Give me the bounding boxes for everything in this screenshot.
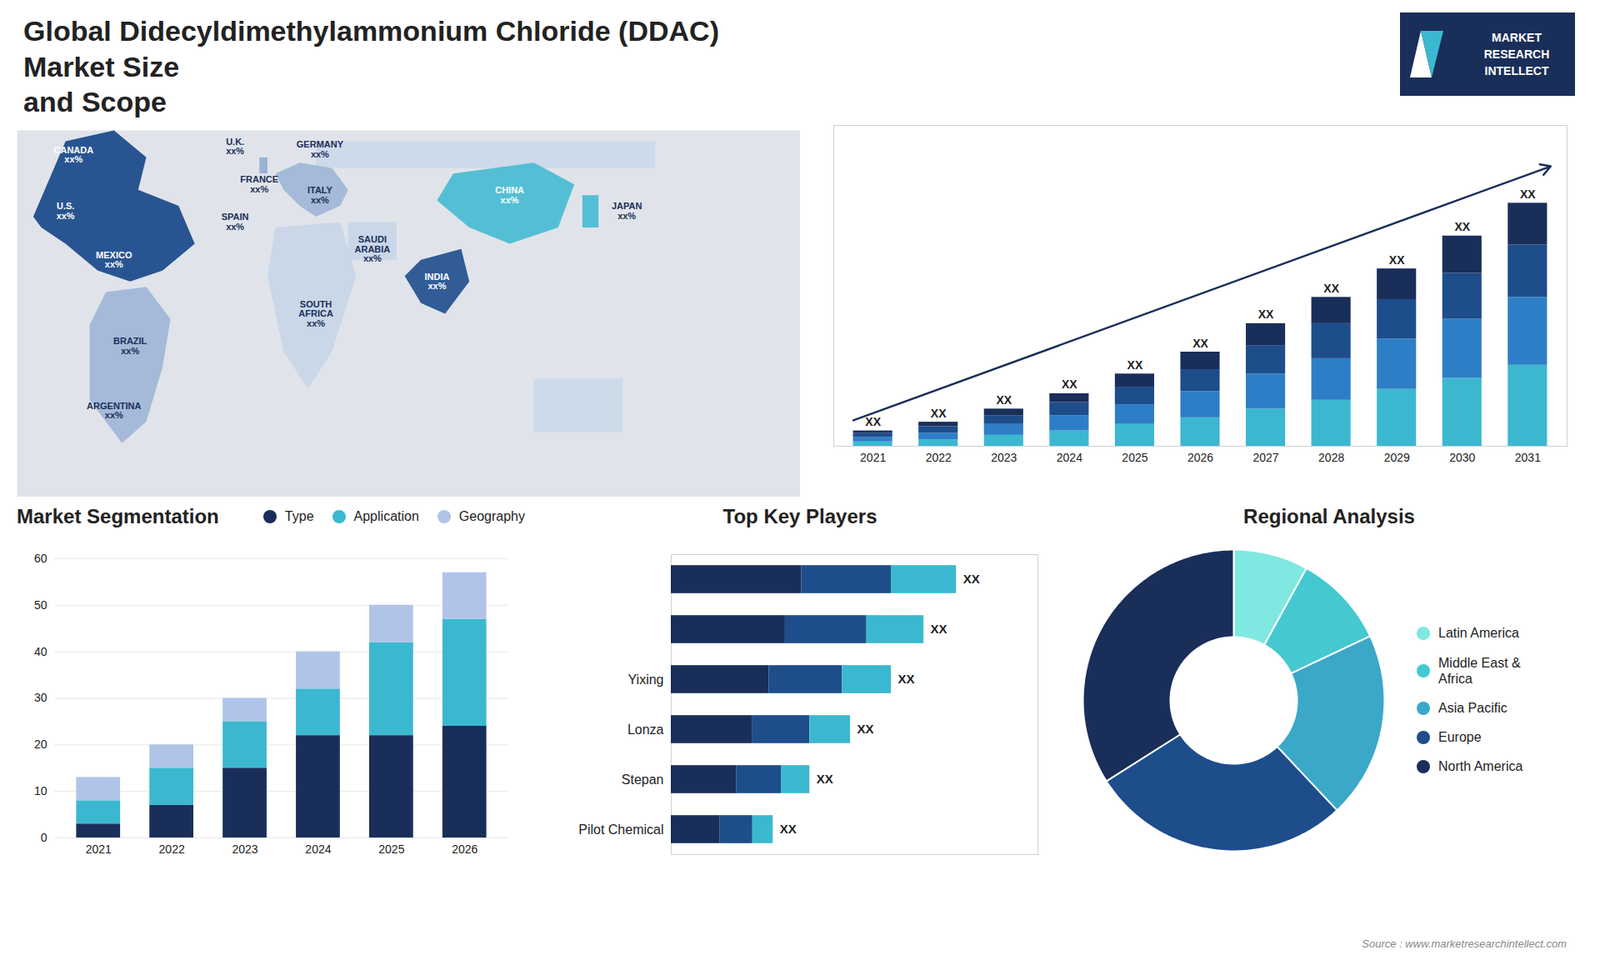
svg-text:FRANCExx%: FRANCExx%	[240, 174, 279, 195]
svg-text:2024: 2024	[305, 842, 331, 856]
svg-text:XX: XX	[930, 406, 947, 420]
svg-text:2022: 2022	[159, 842, 185, 856]
html-text:MARKET RESEARCH INTELLECT: MARKET RESEARCH INTELLECT	[1483, 30, 1550, 78]
svg-text:MEXICOxx%: MEXICOxx%	[95, 249, 133, 270]
svg-text:0: 0	[40, 830, 48, 845]
svg-text:GERMANYxx%: GERMANYxx%	[296, 139, 345, 160]
svg-text:2023: 2023	[231, 842, 258, 856]
svg-text:2021: 2021	[85, 842, 112, 856]
svg-text:Lonza: Lonza	[627, 722, 665, 737]
html-text:Asia Pacific: Asia Pacific	[1438, 700, 1508, 715]
svg-text:2022: 2022	[925, 450, 952, 465]
svg-text:BRAZILxx%: BRAZILxx%	[113, 335, 148, 356]
svg-text:XX: XX	[930, 621, 948, 636]
svg-text:2028: 2028	[1318, 450, 1345, 465]
svg-text:2027: 2027	[1252, 450, 1279, 465]
svg-text:SAUDIARABIAxx%: SAUDIARABIAxx%	[355, 233, 391, 263]
svg-text:XX: XX	[1258, 307, 1275, 321]
svg-text:JAPANxx%: JAPANxx%	[611, 200, 643, 221]
svg-text:ITALYxx%: ITALYxx%	[307, 185, 334, 205]
svg-text:20: 20	[34, 737, 48, 751]
svg-text:U.S.xx%: U.S.xx%	[56, 200, 75, 221]
html-text:Regional Analysis: Regional Analysis	[1243, 505, 1415, 528]
svg-text:CANADAxx%: CANADAxx%	[53, 144, 94, 165]
svg-text:2025: 2025	[378, 842, 405, 856]
svg-text:40: 40	[34, 645, 48, 659]
svg-text:XX: XX	[1454, 220, 1470, 234]
svg-text:XX: XX	[816, 771, 834, 786]
html-text:Source : www.marketresearchint: Source : www.marketresearchintellect.com	[1361, 937, 1567, 950]
svg-text:XX: XX	[1389, 253, 1405, 267]
svg-text:2024: 2024	[1056, 450, 1083, 465]
svg-text:XX: XX	[780, 821, 797, 836]
html-text:Market Segmentation: Market Segmentation	[16, 505, 219, 528]
svg-text:XX: XX	[1061, 377, 1078, 391]
svg-text:Stepan: Stepan	[621, 772, 665, 787]
html-text:Application: Application	[353, 509, 419, 524]
html-text:North America: North America	[1438, 759, 1523, 774]
svg-text:2023: 2023	[990, 450, 1017, 465]
svg-text:2031: 2031	[1515, 450, 1541, 465]
html-text:Middle East & Africa: Middle East & Africa	[1438, 655, 1521, 686]
svg-text:XX: XX	[1323, 281, 1340, 295]
svg-text:XX: XX	[857, 721, 875, 736]
svg-text:ARGENTINAxx%: ARGENTINAxx%	[86, 400, 141, 420]
svg-text:SPAINxx%: SPAINxx%	[221, 211, 250, 232]
svg-text:XX: XX	[1127, 358, 1144, 372]
html-text:Global Didecyldimethylammonium: Global Didecyldimethylammonium Chloride …	[23, 15, 720, 118]
svg-text:30: 30	[34, 690, 48, 705]
html-text:Latin America: Latin America	[1438, 626, 1520, 641]
svg-text:Pilot Chemical: Pilot Chemical	[578, 822, 664, 837]
svg-text:2029: 2029	[1384, 450, 1410, 465]
html-text:Europe: Europe	[1438, 730, 1482, 745]
svg-text:XX: XX	[963, 571, 980, 586]
svg-text:10: 10	[34, 784, 48, 798]
svg-text:2026: 2026	[1187, 450, 1214, 465]
svg-text:XX: XX	[865, 415, 881, 429]
svg-text:U.K.xx%: U.K.xx%	[225, 135, 245, 156]
svg-text:SOUTHAFRICAxx%: SOUTHAFRICAxx%	[298, 298, 334, 328]
svg-text:2021: 2021	[860, 450, 886, 465]
svg-text:60: 60	[34, 551, 48, 565]
svg-text:XX: XX	[1520, 187, 1536, 201]
svg-text:2025: 2025	[1121, 450, 1148, 465]
html-text:Type: Type	[284, 509, 314, 524]
svg-text:Yixing: Yixing	[628, 672, 665, 687]
svg-text:XX: XX	[898, 671, 915, 686]
html-text:Geography: Geography	[459, 509, 525, 524]
svg-text:50: 50	[34, 598, 48, 612]
svg-text:2026: 2026	[451, 842, 478, 856]
svg-text:CHINAxx%: CHINAxx%	[495, 185, 525, 205]
svg-text:2030: 2030	[1449, 450, 1475, 465]
svg-text:XX: XX	[1192, 336, 1209, 350]
html-text:Top Key Players: Top Key Players	[722, 505, 878, 528]
svg-text:INDIAxx%: INDIAxx%	[424, 270, 450, 291]
svg-text:XX: XX	[995, 393, 1012, 407]
